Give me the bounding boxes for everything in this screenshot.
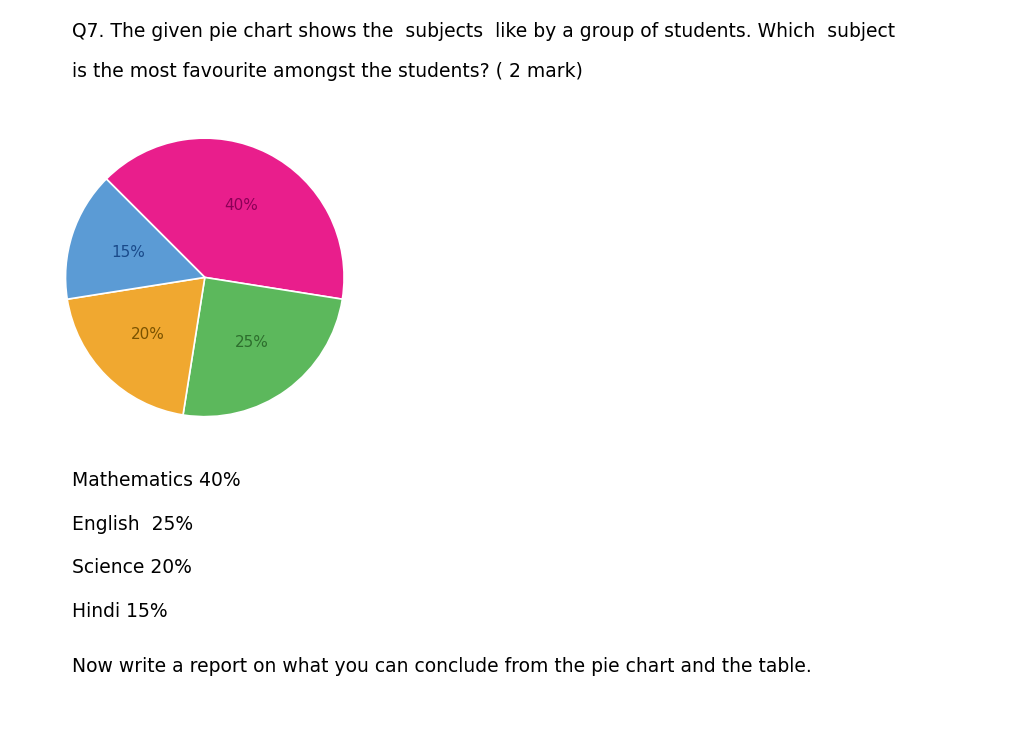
Text: Now write a report on what you can conclude from the pie chart and the table.: Now write a report on what you can concl… xyxy=(72,657,811,676)
Text: Hindi 15%: Hindi 15% xyxy=(72,602,167,621)
Text: English  25%: English 25% xyxy=(72,515,193,534)
Text: 20%: 20% xyxy=(131,327,165,342)
Wedge shape xyxy=(183,277,342,417)
Text: 40%: 40% xyxy=(224,198,258,213)
Wedge shape xyxy=(106,138,344,299)
Text: Science 20%: Science 20% xyxy=(72,558,191,577)
Text: Q7. The given pie chart shows the  subjects  like by a group of students. Which : Q7. The given pie chart shows the subjec… xyxy=(72,22,895,41)
Text: 15%: 15% xyxy=(111,245,145,260)
Text: is the most favourite amongst the students? ( 2 mark): is the most favourite amongst the studen… xyxy=(72,62,583,81)
Wedge shape xyxy=(66,179,205,299)
Text: 25%: 25% xyxy=(236,335,269,350)
Wedge shape xyxy=(68,277,205,415)
Text: Mathematics 40%: Mathematics 40% xyxy=(72,471,241,490)
